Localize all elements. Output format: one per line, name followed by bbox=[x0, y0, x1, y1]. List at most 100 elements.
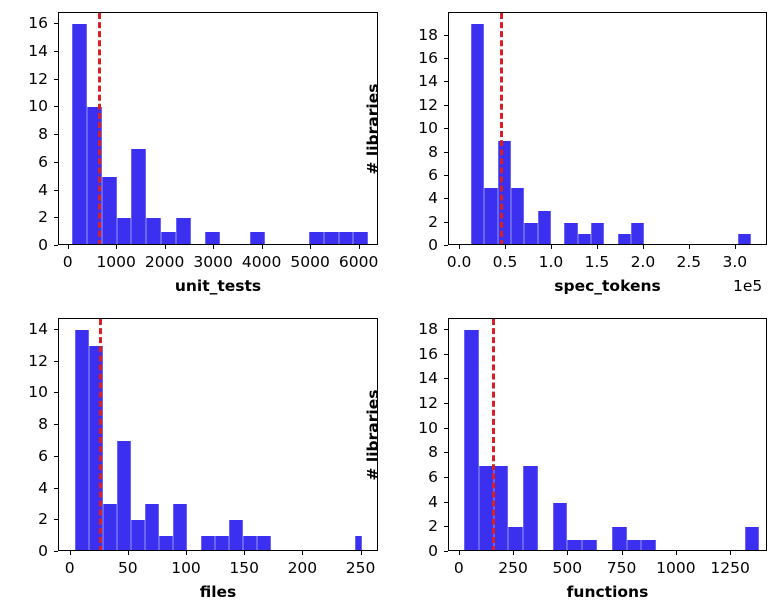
x-tick-label: 1250 bbox=[710, 559, 750, 577]
y-tick-mark bbox=[444, 198, 448, 200]
histogram-bar bbox=[308, 232, 324, 244]
y-tick-label: 14 bbox=[418, 72, 438, 91]
y-tick-label: 6 bbox=[38, 446, 48, 465]
histogram-bar bbox=[493, 465, 509, 550]
x-tick-label: 200 bbox=[287, 559, 318, 577]
x-tick-mark bbox=[621, 551, 623, 555]
y-tick-label: 4 bbox=[428, 492, 438, 511]
y-tick-mark bbox=[54, 50, 58, 52]
histogram-bar bbox=[626, 539, 642, 550]
mean-line-spec_tokens bbox=[500, 13, 504, 244]
y-tick-mark bbox=[54, 329, 58, 331]
y-tick-label: 2 bbox=[38, 208, 48, 227]
y-tick-mark bbox=[54, 106, 58, 108]
y-tick-mark bbox=[444, 477, 448, 479]
x-tick-mark bbox=[127, 551, 129, 555]
histogram-bar bbox=[101, 176, 117, 244]
histogram-bar bbox=[524, 222, 538, 244]
y-tick-mark bbox=[444, 58, 448, 60]
histogram-bar bbox=[511, 187, 525, 244]
x-tick-label: 1000 bbox=[96, 253, 136, 271]
histogram-bar bbox=[256, 536, 271, 550]
histogram-bar bbox=[631, 222, 645, 244]
histogram-bar bbox=[173, 504, 187, 550]
x-tick-mark bbox=[458, 551, 460, 555]
y-tick-mark bbox=[54, 245, 58, 246]
histogram-bar bbox=[617, 234, 632, 244]
mean-line-files bbox=[98, 319, 102, 550]
x-tick-mark bbox=[730, 551, 732, 555]
y-tick-mark bbox=[444, 151, 448, 153]
histogram-bar bbox=[484, 187, 498, 244]
histogram-bar bbox=[577, 234, 592, 244]
x-tick-mark bbox=[734, 245, 736, 249]
y-tick-label: 12 bbox=[418, 95, 438, 114]
y-tick-mark bbox=[54, 455, 58, 457]
x-tick-mark bbox=[358, 245, 360, 249]
x-tick-mark bbox=[688, 245, 690, 249]
x-tick-label: 1.5 bbox=[584, 253, 610, 271]
y-tick-label: 10 bbox=[28, 383, 48, 402]
y-tick-mark bbox=[444, 128, 448, 130]
y-tick-label: 10 bbox=[418, 418, 438, 437]
y-tick-label: 14 bbox=[28, 320, 48, 339]
y-tick-label: 6 bbox=[38, 152, 48, 171]
y-tick-mark bbox=[54, 189, 58, 191]
y-tick-label: 8 bbox=[38, 415, 48, 434]
histogram-bar bbox=[744, 527, 760, 550]
y-tick-label: 0 bbox=[428, 542, 438, 560]
histogram-bar bbox=[145, 504, 160, 550]
y-tick-label: 0 bbox=[38, 542, 48, 560]
histogram-bar bbox=[464, 330, 479, 550]
x-tick-mark bbox=[186, 551, 187, 555]
x-tick-label: 1.0 bbox=[538, 253, 564, 271]
y-tick-label: 6 bbox=[428, 468, 438, 487]
histogram-bar bbox=[611, 527, 627, 550]
histogram-bar bbox=[75, 330, 90, 550]
x-axis-label-files: files bbox=[199, 583, 237, 601]
histogram-bar bbox=[354, 536, 362, 550]
x-tick-label: 0 bbox=[62, 253, 73, 271]
y-tick-mark bbox=[444, 329, 448, 331]
histogram-bar bbox=[471, 24, 485, 244]
histogram-bar bbox=[175, 218, 191, 244]
x-tick-label: 100 bbox=[171, 559, 201, 577]
histogram-bar bbox=[737, 234, 751, 244]
x-tick-label: 250 bbox=[345, 559, 376, 577]
histogram-bar bbox=[353, 232, 369, 244]
y-tick-mark bbox=[54, 519, 58, 521]
y-tick-label: 8 bbox=[428, 443, 438, 462]
x-tick-mark bbox=[360, 551, 362, 555]
histogram-bar bbox=[159, 536, 174, 550]
histogram-bar bbox=[103, 504, 118, 550]
histogram-bar bbox=[508, 527, 524, 550]
x-tick-mark bbox=[513, 551, 515, 555]
y-tick-label: 12 bbox=[418, 394, 438, 413]
histogram-bar bbox=[131, 148, 147, 244]
histogram-bar bbox=[200, 536, 215, 550]
histogram-bar bbox=[116, 218, 132, 244]
x-tick-label: 3000 bbox=[193, 253, 233, 271]
axes-frame-functions bbox=[448, 318, 767, 551]
x-axis-label-spec_tokens: spec_tokens bbox=[554, 277, 661, 295]
y-tick-mark bbox=[444, 452, 448, 454]
y-tick-label: 8 bbox=[428, 142, 438, 161]
y-tick-mark bbox=[444, 221, 448, 223]
y-tick-mark bbox=[444, 403, 448, 405]
y-tick-label: 0 bbox=[428, 236, 438, 254]
x-tick-label: 500 bbox=[552, 559, 583, 577]
x-tick-mark bbox=[116, 245, 118, 249]
x-tick-mark bbox=[642, 245, 644, 249]
y-tick-label: 16 bbox=[418, 49, 438, 68]
histogram-bar bbox=[567, 539, 583, 550]
y-tick-label: 4 bbox=[428, 189, 438, 208]
x-axis-label-functions: functions bbox=[566, 583, 649, 601]
x-tick-mark bbox=[550, 245, 552, 249]
y-tick-mark bbox=[54, 161, 58, 163]
y-tick-mark bbox=[444, 174, 448, 176]
x-tick-mark bbox=[504, 245, 506, 249]
y-tick-mark bbox=[54, 424, 58, 426]
y-tick-label: 2 bbox=[428, 517, 438, 536]
